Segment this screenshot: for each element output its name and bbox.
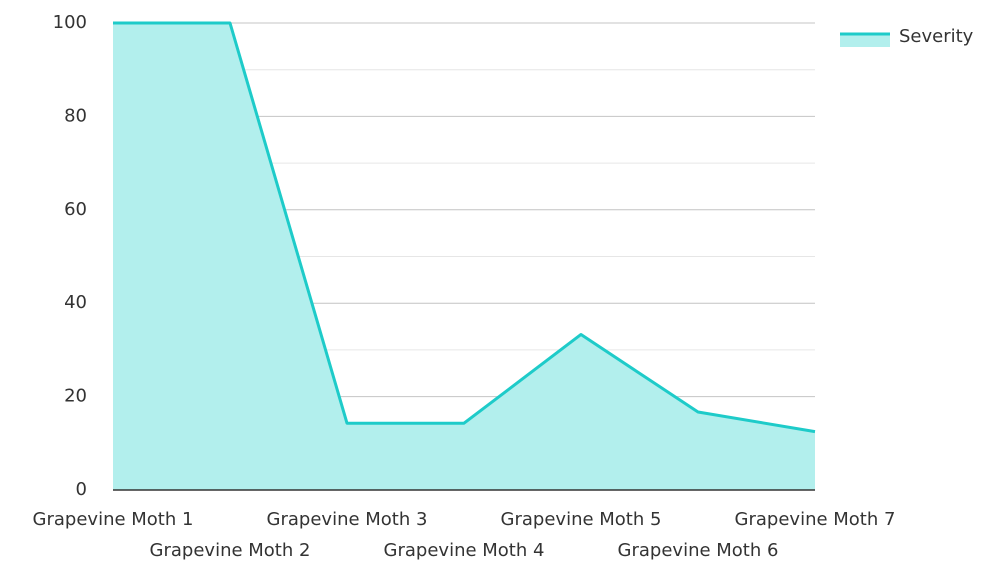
x-tick-label: Grapevine Moth 4 bbox=[384, 540, 545, 561]
x-tick-label: Grapevine Moth 3 bbox=[267, 509, 428, 530]
legend-label: Severity bbox=[899, 26, 974, 47]
x-tick-label: Grapevine Moth 7 bbox=[735, 509, 896, 530]
x-tick-label: Grapevine Moth 2 bbox=[150, 540, 311, 561]
y-tick-label: 80 bbox=[64, 105, 87, 126]
area-line bbox=[113, 21, 816, 434]
y-tick-label: 100 bbox=[53, 12, 87, 33]
x-tick-label: Grapevine Moth 6 bbox=[618, 540, 779, 561]
x-tick-label: Grapevine Moth 5 bbox=[501, 509, 662, 530]
y-tick-label: 0 bbox=[76, 479, 87, 500]
legend-swatch bbox=[840, 33, 890, 47]
y-tick-label: 20 bbox=[64, 386, 87, 407]
x-tick-label: Grapevine Moth 1 bbox=[33, 509, 194, 530]
y-tick-label: 40 bbox=[64, 292, 87, 313]
y-tick-label: 60 bbox=[64, 199, 87, 220]
